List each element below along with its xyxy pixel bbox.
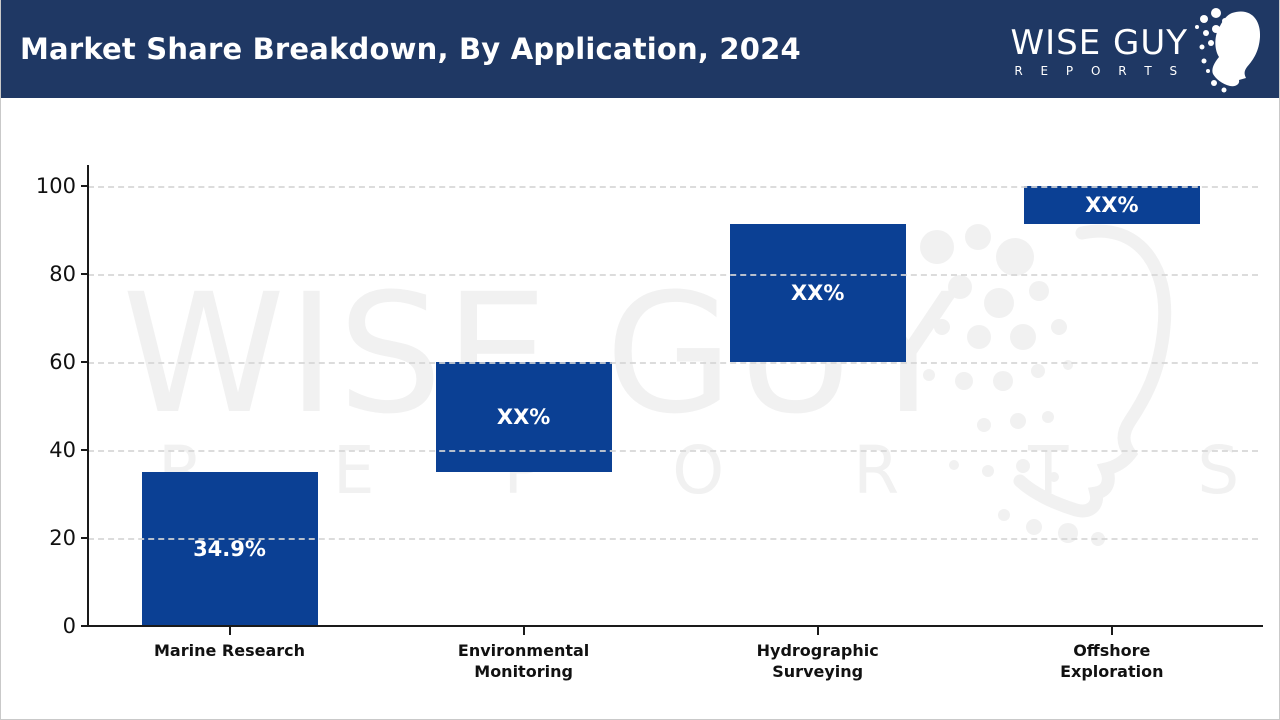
brand-logo-text: WISE GUY R E P O R T S [1010, 26, 1188, 77]
bar-hydrographic-surveying: XX% [729, 223, 906, 362]
y-tick-mark [81, 625, 88, 627]
bar-environmental-monitoring: XX% [435, 362, 612, 473]
y-tick-label: 20 [49, 526, 76, 550]
watermark-subtext: R E P O R T S [158, 432, 1280, 509]
y-axis-line [87, 165, 89, 627]
brand-name: WISE GUY [1010, 22, 1188, 63]
gridline [88, 362, 1258, 364]
watermark-face-icon [920, 224, 1172, 546]
y-tick-label: 40 [49, 438, 76, 462]
y-tick-mark [81, 449, 88, 451]
gridline [88, 186, 1258, 188]
brand-logo: WISE GUY R E P O R T S [1010, 0, 1266, 98]
x-tick-mark [228, 627, 231, 635]
y-tick-label: 100 [35, 174, 76, 198]
y-tick-label: 60 [49, 350, 76, 374]
y-tick-mark [81, 537, 88, 539]
x-tick-mark [816, 627, 819, 635]
bar-value-label: 34.9% [193, 537, 266, 562]
x-axis-line [87, 625, 1263, 627]
x-category-label: Environmental Monitoring [457, 641, 590, 681]
x-category-label: Hydrographic Surveying [756, 641, 879, 681]
gridline [88, 274, 1258, 276]
y-tick-mark [81, 273, 88, 275]
bar-offshore-exploration: XX% [1023, 186, 1200, 224]
gridline [88, 450, 1258, 452]
header-banner: Market Share Breakdown, By Application, … [0, 0, 1280, 98]
y-tick-mark [81, 185, 88, 187]
gridline [88, 538, 1258, 540]
x-tick-mark [522, 627, 525, 635]
bar-value-label: XX% [1085, 192, 1139, 217]
x-category-label: Marine Research [153, 641, 305, 660]
bar-marine-research: 34.9% [141, 472, 318, 626]
y-tick-mark [81, 361, 88, 363]
x-category-label: Offshore Exploration [1060, 641, 1164, 681]
bar-value-label: XX% [790, 280, 845, 305]
y-tick-label: 0 [62, 614, 76, 638]
brand-face-icon [1195, 8, 1261, 93]
y-tick-label: 80 [49, 262, 76, 286]
page-title: Market Share Breakdown, By Application, … [20, 32, 801, 66]
x-tick-mark [1110, 627, 1113, 635]
bar-value-label: XX% [496, 405, 551, 430]
brand-subtitle: R E P O R T S [1014, 63, 1185, 78]
